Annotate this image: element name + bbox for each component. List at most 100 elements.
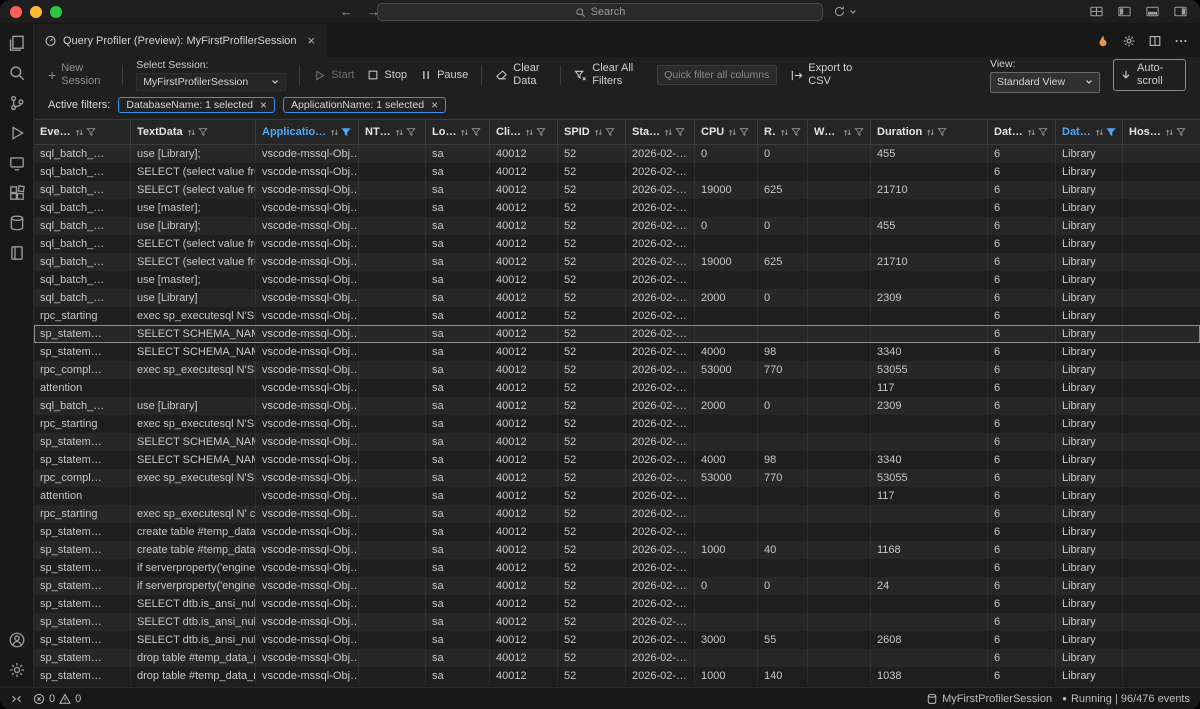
table-row[interactable]: attention vscode-mssql-Obj… sa 40012 52 2026-… [34,379,1200,397]
remove-filter-icon[interactable]: × [431,98,439,112]
more-actions-icon[interactable] [1174,34,1188,48]
column-header-duration[interactable]: Duration [871,120,988,144]
profiler-session-status[interactable]: MyFirstProfilerSession [926,693,1052,705]
filter-icon[interactable] [1038,127,1048,137]
filter-icon[interactable] [406,127,416,137]
sort-icon[interactable] [1165,128,1174,137]
pause-button[interactable]: Pause [420,69,468,81]
new-session-button[interactable]: + New Session [48,62,109,87]
column-header-loginname[interactable]: Lo… [426,120,490,144]
filter-icon[interactable] [937,127,947,137]
table-row[interactable]: sp_statem…if serverproperty('enginee…vsc… [34,577,1200,595]
filter-icon[interactable] [791,127,801,137]
column-header-writes[interactable]: Writ… [808,120,871,144]
toggle-primary-sidebar-icon[interactable] [1117,4,1132,19]
export-csv-button[interactable]: Export to CSV [790,62,860,87]
sort-icon[interactable] [330,128,339,137]
flame-icon[interactable] [1096,34,1110,48]
filter-icon[interactable] [1176,127,1186,137]
table-row[interactable]: sql_batch_…SELECT (select value from …vs… [34,181,1200,199]
table-row[interactable]: sp_statem…create table #temp_data_r…vsco… [34,523,1200,541]
close-tab-icon[interactable]: × [307,33,316,48]
table-row[interactable]: sp_statem…create table #temp_data_r…vsco… [34,541,1200,559]
sort-icon[interactable] [75,128,84,137]
column-header-databasename[interactable]: Dat… [1056,120,1123,144]
table-row[interactable]: sp_statem…SELECT SCHEMA_NAME(t…vscode-ms… [34,433,1200,451]
sort-icon[interactable] [187,128,196,137]
close-window-button[interactable] [10,5,22,18]
column-header-starttime[interactable]: Sta… [626,120,695,144]
column-header-eventclass[interactable]: Eve… [34,120,131,144]
customize-layout-icon[interactable] [1089,4,1104,19]
editor-settings-gear-icon[interactable] [1122,34,1136,48]
filter-chip[interactable]: ApplicationName: 1 selected × [283,97,447,113]
toggle-panel-icon[interactable] [1145,4,1160,19]
forward-icon[interactable]: → [367,4,380,19]
command-center-search[interactable]: Search [377,3,823,21]
column-header-ntusername[interactable]: NT… [359,120,426,144]
column-header-cpu[interactable]: CPU [695,120,758,144]
sort-icon[interactable] [728,128,737,137]
filter-icon[interactable] [198,127,208,137]
quick-filter-input[interactable] [657,65,778,85]
table-row[interactable]: sql_batch_…SELECT (select value from …vs… [34,163,1200,181]
column-header-hostname[interactable]: Hos… [1123,120,1200,144]
table-row[interactable]: sp_statem…SELECT dtb.is_ansi_null_d…vsco… [34,631,1200,649]
sort-icon[interactable] [395,128,404,137]
sort-icon[interactable] [460,128,469,137]
table-row[interactable]: sql_batch_… use [master]; vscode-mssql-Obj… [34,199,1200,217]
column-header-reads[interactable]: Rea… [758,120,808,144]
table-row[interactable]: sql_batch_… use [Library] vscode-mssql-Obj… [34,397,1200,415]
settings-gear-icon[interactable] [0,655,33,685]
toggle-secondary-sidebar-icon[interactable] [1173,4,1188,19]
tab-query-profiler[interactable]: Query Profiler (Preview): MyFirstProfile… [34,24,327,57]
sort-icon[interactable] [664,128,673,137]
filter-icon[interactable] [85,127,96,137]
filter-icon[interactable] [739,127,749,137]
sort-icon[interactable] [525,128,534,137]
table-row[interactable]: sp_statem…SELECT SCHEMA_NAME(t…vscode-ms… [34,343,1200,361]
filter-icon[interactable] [341,127,351,137]
explorer-icon[interactable] [0,28,33,58]
clear-all-filters-button[interactable]: Clear All Filters [574,62,644,87]
table-row[interactable]: sql_batch_…SELECT (select value from …vs… [34,235,1200,253]
extensions-icon[interactable] [0,178,33,208]
sort-icon[interactable] [594,128,603,137]
sort-icon[interactable] [1095,128,1104,137]
table-row[interactable]: sp_statem…SELECT dtb.is_ansi_null_d…vsco… [34,613,1200,631]
database-icon[interactable] [0,208,33,238]
table-row[interactable]: sp_statem…drop table #temp_data_ret…vsco… [34,667,1200,685]
table-row[interactable]: rpc_compl…exec sp_executesql N'SEL…vscod… [34,469,1200,487]
table-row[interactable]: sp_statem…SELECT SCHEMA_NAME(t…vscode-ms… [34,451,1200,469]
notebook-icon[interactable] [0,238,33,268]
filter-chip[interactable]: DatabaseName: 1 selected × [118,97,276,113]
session-refresh-control[interactable] [833,0,857,23]
table-row[interactable]: sp_statem…SELECT SCHEMA_NAME(t…vscode-ms… [34,325,1200,343]
filter-icon[interactable] [471,127,482,137]
search-sidebar-icon[interactable] [0,58,33,88]
filter-icon[interactable] [536,127,546,137]
sort-icon[interactable] [926,128,935,137]
remote-indicator[interactable] [10,693,23,705]
zoom-window-button[interactable] [50,5,62,18]
remove-filter-icon[interactable]: × [260,98,268,112]
back-icon[interactable]: ← [340,4,353,19]
filter-icon[interactable] [1106,127,1116,137]
start-button[interactable]: Start [313,69,354,82]
table-row[interactable]: rpc_compl…exec sp_executesql N'SEL…vscod… [34,361,1200,379]
problems-indicator[interactable]: 0 0 [33,693,81,705]
table-row[interactable]: attention vscode-mssql-Obj… sa 40012 52 2026-… [34,487,1200,505]
table-row[interactable]: sp_statem…drop table #temp_data_ret…vsco… [34,649,1200,667]
column-header-applicationname[interactable]: Applicatio… [256,120,359,144]
source-control-icon[interactable] [0,88,33,118]
filter-icon[interactable] [854,127,864,137]
sort-icon[interactable] [843,128,852,137]
profiler-running-status[interactable]: ● Running | 96/476 events [1062,693,1190,705]
column-header-textdata[interactable]: TextData [131,120,256,144]
auto-scroll-button[interactable]: Auto-scroll [1113,59,1186,91]
column-header-databaseid[interactable]: Dat… [988,120,1056,144]
table-row[interactable]: sql_batch_… use [Library] vscode-mssql-Obj… [34,289,1200,307]
